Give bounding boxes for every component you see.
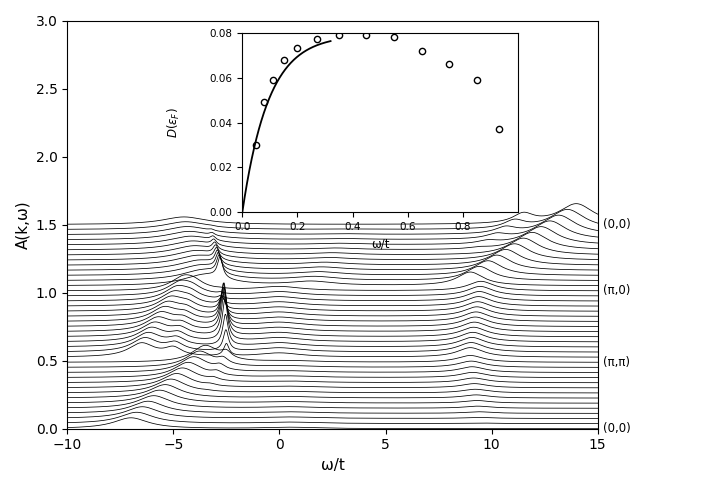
Text: (π,π): (π,π): [603, 356, 630, 369]
Y-axis label: A(k,ω): A(k,ω): [15, 200, 30, 249]
Text: (0,0): (0,0): [603, 422, 630, 435]
X-axis label: ω/t: ω/t: [321, 458, 345, 473]
Text: (0,0): (0,0): [603, 218, 630, 231]
Text: (π,0): (π,0): [603, 285, 630, 298]
